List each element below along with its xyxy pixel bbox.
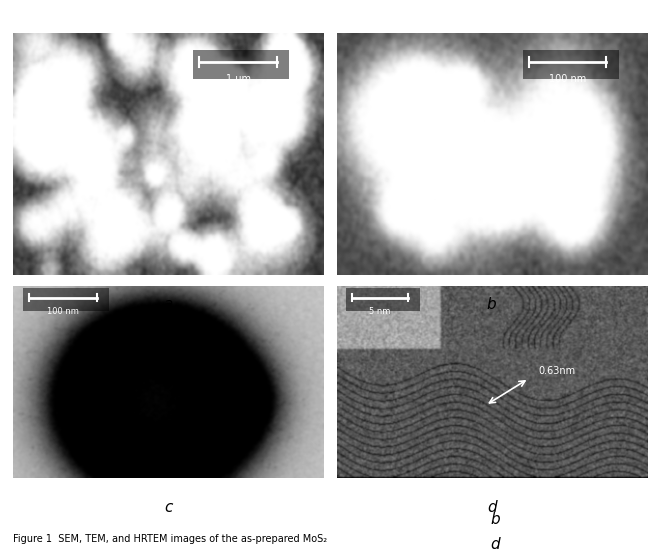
Text: 0.63nm: 0.63nm xyxy=(539,366,576,376)
Text: c: c xyxy=(164,500,172,515)
Text: 100 nm: 100 nm xyxy=(47,307,79,316)
Text: 100 nm: 100 nm xyxy=(549,74,586,84)
FancyBboxPatch shape xyxy=(523,50,619,79)
Text: d: d xyxy=(487,500,496,515)
FancyBboxPatch shape xyxy=(22,288,110,311)
Text: Figure 1  SEM, TEM, and HRTEM images of the as-prepared MoS₂: Figure 1 SEM, TEM, and HRTEM images of t… xyxy=(13,535,327,544)
Text: d: d xyxy=(490,537,500,550)
Text: a: a xyxy=(164,297,173,312)
Text: b: b xyxy=(487,297,496,312)
FancyBboxPatch shape xyxy=(346,288,420,311)
FancyBboxPatch shape xyxy=(193,50,289,79)
Text: b: b xyxy=(490,512,500,527)
Text: 1 μm: 1 μm xyxy=(226,74,251,84)
Text: 5 nm: 5 nm xyxy=(370,307,391,316)
